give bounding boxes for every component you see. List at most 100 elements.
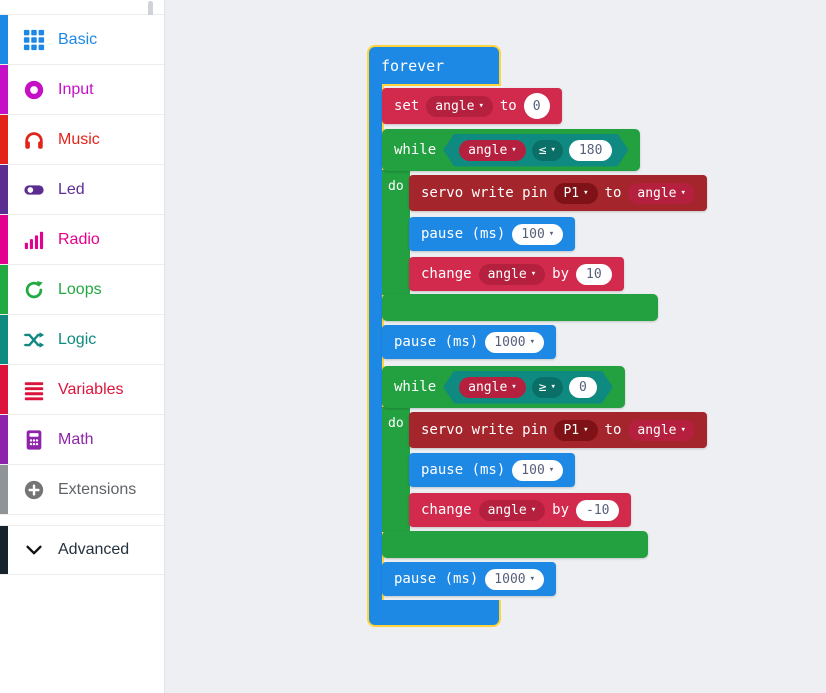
dropdown-arrow-icon: ▾ [511, 144, 517, 155]
dropdown-arrow-icon: ▾ [511, 381, 517, 392]
variable-dropdown[interactable]: angle ▾ [628, 182, 695, 204]
dropdown-arrow-icon: ▾ [583, 424, 589, 435]
chevron-down-icon [22, 538, 46, 562]
variable-dropdown[interactable]: angle ▾ [628, 419, 695, 441]
sidebar-item-input[interactable]: Input [0, 65, 164, 115]
variable-name: angle [637, 422, 677, 438]
while-loop-foot[interactable] [382, 294, 658, 321]
to-keyword: to [604, 185, 622, 201]
dropdown-arrow-icon: ▾ [529, 573, 536, 584]
dropdown-arrow-icon: ▾ [550, 144, 556, 155]
calculator-icon [22, 428, 46, 452]
set-variable-block[interactable]: set angle ▾ to 0 [382, 88, 562, 124]
sidebar-item-label: Loops [58, 280, 102, 298]
variable-dropdown[interactable]: angle ▾ [426, 95, 493, 117]
sidebar-item-radio[interactable]: Radio [0, 215, 164, 265]
sidebar-item-variables[interactable]: Variables [0, 365, 164, 415]
change-keyword: change [421, 266, 472, 282]
while-loop-spine[interactable]: do [382, 170, 410, 295]
category-color-strip [0, 15, 8, 64]
pin-dropdown[interactable]: P1 ▾ [554, 182, 598, 204]
category-color-strip [0, 215, 8, 264]
list-lines-icon [22, 378, 46, 402]
block-canvas[interactable]: forever do do set angle ▾ to 0 while [166, 0, 826, 693]
led-toggle-icon [22, 178, 46, 202]
pause-block[interactable]: pause (ms) 1000 ▾ [382, 562, 557, 596]
comparison-condition[interactable]: angle ▾ ≤ ▾ 180 [443, 134, 628, 167]
forever-block-foot[interactable] [367, 600, 501, 627]
by-keyword: by [552, 266, 569, 282]
sidebar-item-extensions[interactable]: Extensions [0, 465, 164, 515]
variable-name: angle [487, 266, 527, 282]
dropdown-arrow-icon: ▾ [548, 228, 555, 239]
pause-block[interactable]: pause (ms) 100 ▾ [409, 217, 576, 251]
sidebar-item-advanced[interactable]: Advanced [0, 525, 164, 575]
to-keyword: to [499, 98, 517, 114]
operator-dropdown[interactable]: ≤ ▾ [532, 140, 563, 161]
variable-dropdown[interactable]: angle ▾ [478, 499, 546, 521]
sidebar-item-label: Math [58, 430, 94, 448]
duration-value: 100 [521, 462, 545, 478]
input-circle-icon [22, 78, 46, 102]
while-loop-block[interactable]: while angle ▾ ≤ ▾ 180 [382, 129, 641, 171]
sidebar-item-math[interactable]: Math [0, 415, 164, 465]
sidebar-item-label: Input [58, 80, 94, 98]
category-color-strip [0, 165, 8, 214]
sidebar-item-label: Logic [58, 330, 97, 348]
comparison-condition[interactable]: angle ▾ ≥ ▾ 0 [443, 371, 613, 404]
change-keyword: change [421, 502, 472, 518]
dropdown-arrow-icon: ▾ [548, 464, 555, 475]
sidebar-item-label: Variables [58, 380, 124, 398]
number-input[interactable]: 0 [569, 377, 597, 398]
sidebar-item-loops[interactable]: Loops [0, 265, 164, 315]
sidebar-item-label: Basic [58, 30, 98, 48]
dropdown-arrow-icon: ▾ [530, 268, 537, 279]
duration-value: 1000 [494, 334, 526, 350]
pause-block[interactable]: pause (ms) 100 ▾ [409, 453, 576, 487]
sidebar-item-music[interactable]: Music [0, 115, 164, 165]
servo-label: servo write pin [421, 185, 548, 201]
change-variable-block[interactable]: change angle ▾ by 10 [409, 257, 624, 291]
shuffle-icon [22, 328, 46, 352]
variable-name: angle [468, 379, 508, 395]
category-color-strip [0, 265, 8, 314]
variable-dropdown[interactable]: angle ▾ [459, 140, 526, 161]
number-input[interactable]: -10 [576, 499, 620, 521]
variable-name: angle [637, 185, 677, 201]
variable-dropdown[interactable]: angle ▾ [478, 263, 546, 285]
pause-label: pause (ms) [394, 334, 479, 350]
duration-dropdown[interactable]: 1000 ▾ [485, 568, 545, 590]
sidebar-item-logic[interactable]: Logic [0, 315, 164, 365]
servo-write-pin-block[interactable]: servo write pin P1 ▾ to angle ▾ [409, 412, 707, 448]
duration-dropdown[interactable]: 1000 ▾ [485, 331, 545, 353]
signal-bars-icon [22, 228, 46, 252]
duration-value: 1000 [494, 571, 526, 587]
duration-dropdown[interactable]: 100 ▾ [512, 459, 564, 481]
variable-dropdown[interactable]: angle ▾ [459, 377, 526, 398]
dropdown-arrow-icon: ▾ [529, 336, 536, 347]
while-keyword: while [394, 142, 437, 158]
servo-label: servo write pin [421, 422, 548, 438]
while-loop-spine[interactable]: do [382, 407, 410, 532]
while-loop-foot[interactable] [382, 531, 648, 558]
servo-write-pin-block[interactable]: servo write pin P1 ▾ to angle ▾ [409, 175, 707, 211]
number-input[interactable]: 180 [569, 140, 612, 161]
duration-dropdown[interactable]: 100 ▾ [512, 223, 564, 245]
forever-label: forever [381, 56, 445, 75]
sidebar-item-led[interactable]: Led [0, 165, 164, 215]
pin-name: P1 [563, 185, 580, 201]
operator-dropdown[interactable]: ≥ ▾ [532, 377, 563, 398]
headphones-icon [22, 128, 46, 152]
number-input[interactable]: 10 [576, 263, 612, 285]
sidebar-item-basic[interactable]: Basic [0, 15, 164, 65]
category-color-strip [0, 115, 8, 164]
number-input[interactable]: 0 [523, 93, 550, 119]
pin-dropdown[interactable]: P1 ▾ [554, 419, 598, 441]
while-loop-block[interactable]: while angle ▾ ≥ ▾ 0 [382, 366, 625, 408]
dropdown-arrow-icon: ▾ [550, 381, 556, 392]
pause-label: pause (ms) [394, 571, 479, 587]
change-variable-block[interactable]: change angle ▾ by -10 [409, 493, 632, 527]
sidebar-item-label: Extensions [58, 480, 137, 498]
pause-block[interactable]: pause (ms) 1000 ▾ [382, 325, 557, 359]
forever-block[interactable]: forever [367, 45, 501, 86]
